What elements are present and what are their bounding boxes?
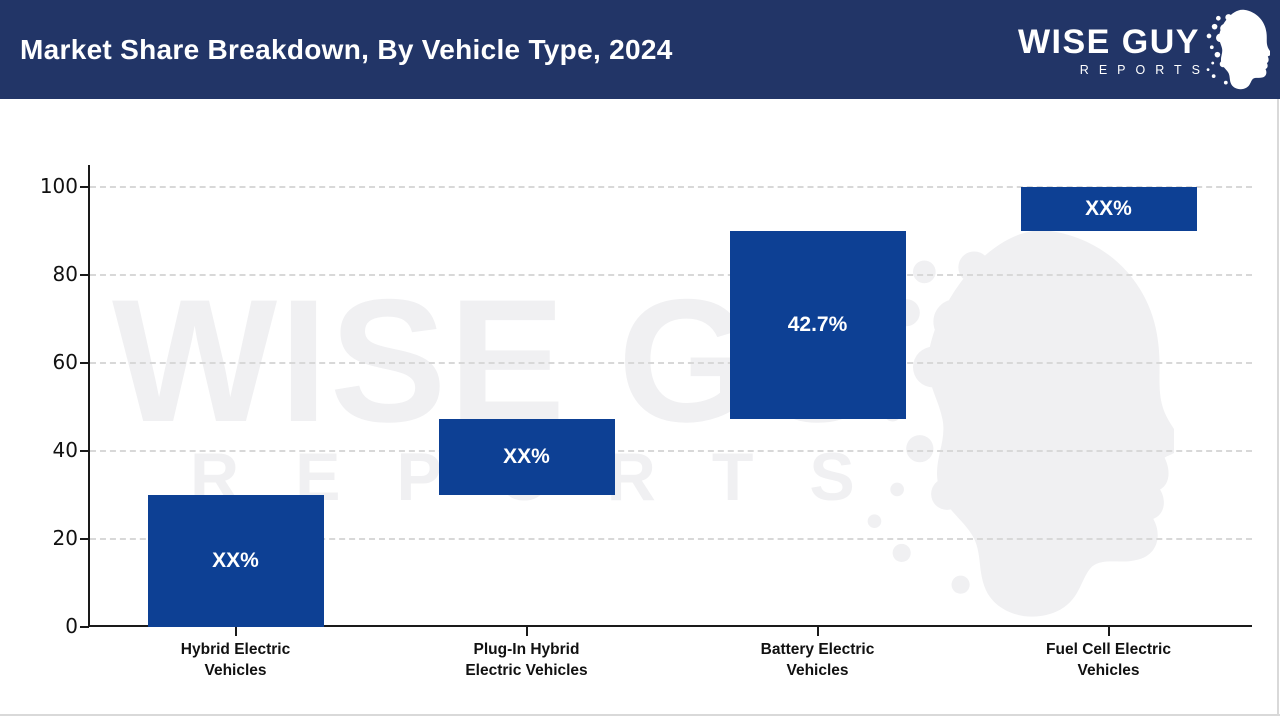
y-axis-tick-label: 20 — [52, 526, 78, 550]
category-label-line: Vehicles — [204, 662, 267, 679]
y-axis-tick-mark — [80, 538, 89, 540]
y-axis-tick-mark — [80, 362, 89, 364]
logo-face-icon — [1206, 9, 1270, 90]
x-axis-category-label: Fuel Cell Electric Vehicles — [979, 639, 1239, 681]
x-axis-tick-mark — [525, 627, 528, 636]
y-axis-tick-mark — [80, 626, 89, 628]
category-label-line: Electric Vehicles — [465, 662, 588, 679]
bar-value-label: XX% — [1085, 197, 1132, 220]
bar-value-label: XX% — [503, 444, 550, 468]
bar-segment — [1020, 187, 1197, 231]
x-axis-tick-mark — [234, 627, 237, 636]
logo-subtitle: REPORTS — [1079, 62, 1210, 77]
figure-bottom-border — [0, 714, 1280, 716]
wise-guy-reports-logo: WISE GUY REPORTS — [1018, 6, 1270, 94]
bar-segment — [729, 231, 906, 419]
logo-text: WISE GUY REPORTS — [1018, 24, 1200, 77]
gridline-40 — [90, 450, 1252, 452]
page-title: Market Share Breakdown, By Vehicle Type,… — [20, 34, 673, 65]
category-label-line: Battery Electric — [760, 641, 875, 658]
gridline-100 — [90, 186, 1252, 188]
y-axis-tick-mark — [80, 450, 89, 452]
figure-right-border — [1277, 99, 1279, 716]
y-axis-tick-label: 40 — [52, 438, 78, 462]
gridline-20 — [90, 538, 1252, 540]
category-label-line: Fuel Cell Electric — [1046, 641, 1171, 658]
y-axis-tick-label: 100 — [39, 174, 78, 198]
x-axis-category-label: Battery Electric Vehicles — [688, 639, 948, 681]
y-axis-tick-mark — [80, 274, 89, 276]
logo-wordmark: WISE GUY — [1017, 22, 1200, 61]
gridline-80 — [90, 274, 1252, 276]
category-label-line: Vehicles — [786, 662, 849, 679]
category-label-line: Hybrid Electric — [180, 641, 291, 658]
y-axis-tick-label: 0 — [65, 614, 78, 638]
x-axis-category-label: Hybrid Electric Vehicles — [106, 639, 366, 681]
y-axis-tick-label: 80 — [52, 262, 78, 286]
bar-segment — [438, 418, 615, 495]
watermark-face-icon — [867, 230, 1174, 617]
gridline-60 — [90, 362, 1252, 364]
y-axis-tick-mark — [80, 186, 89, 188]
bar-value-label: XX% — [212, 549, 259, 572]
header-bar: Market Share Breakdown, By Vehicle Type,… — [0, 0, 1280, 99]
category-label-line: Plug-In Hybrid — [473, 641, 580, 658]
x-axis-tick-mark — [1107, 627, 1110, 636]
x-axis-tick-mark — [816, 627, 819, 636]
x-axis-category-label: Plug-In Hybrid Electric Vehicles — [397, 639, 657, 681]
bar-segment — [147, 495, 324, 627]
category-label-line: Vehicles — [1077, 662, 1140, 679]
y-axis-tick-label: 60 — [52, 350, 78, 374]
bar-value-label: 42.7% — [787, 312, 848, 336]
plot-area: 0 20 40 60 80 100 XX% XX% 42.7% XX% Hybrid Electri… — [40, 165, 1252, 679]
